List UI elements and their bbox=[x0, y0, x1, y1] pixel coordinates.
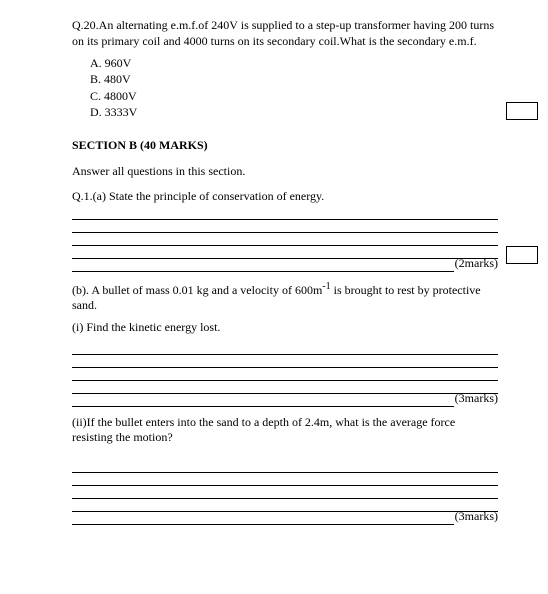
marks-line: (2marks) bbox=[72, 259, 498, 272]
marks-line: (3marks) bbox=[72, 512, 498, 525]
answer-line bbox=[72, 355, 498, 368]
q20-text: Q.20.An alternating e.m.f.of 240V is sup… bbox=[72, 18, 498, 49]
answer-line bbox=[72, 486, 498, 499]
q1b-text-sup: -1 bbox=[322, 281, 330, 292]
answer-line bbox=[72, 381, 498, 394]
q1b-ii-text: (ii)If the bullet enters into the sand t… bbox=[72, 415, 498, 446]
marks-line: (3marks) bbox=[72, 394, 498, 407]
q1b-text-pre: (b). A bullet of mass 0.01 kg and a velo… bbox=[72, 283, 322, 297]
q20-options: A. 960V B. 480V C. 4800V D. 3333V bbox=[90, 55, 498, 120]
q1b-i-marks: (3marks) bbox=[454, 391, 498, 407]
q1a-marks: (2marks) bbox=[454, 256, 498, 272]
section-b-heading: SECTION B (40 MARKS) bbox=[72, 138, 498, 154]
answer-box-q20[interactable] bbox=[506, 102, 538, 120]
answer-line bbox=[72, 246, 498, 259]
q1b-text: (b). A bullet of mass 0.01 kg and a velo… bbox=[72, 280, 498, 314]
answer-line bbox=[72, 368, 498, 381]
answer-line bbox=[72, 342, 498, 355]
answer-line bbox=[72, 220, 498, 233]
q1b-ii-marks: (3marks) bbox=[454, 509, 498, 525]
answer-line bbox=[72, 473, 498, 486]
q1a-answer-lines: (2marks) bbox=[72, 207, 498, 272]
q1b-i-text: (i) Find the kinetic energy lost. bbox=[72, 320, 498, 336]
answer-line bbox=[72, 207, 498, 220]
answer-line bbox=[72, 233, 498, 246]
q20-option-d: D. 3333V bbox=[90, 104, 498, 120]
q1a-text: Q.1.(a) State the principle of conservat… bbox=[72, 189, 498, 205]
answer-line bbox=[72, 460, 498, 473]
q1b-ii-answer-lines: (3marks) bbox=[72, 460, 498, 525]
q1b-i-answer-lines: (3marks) bbox=[72, 342, 498, 407]
q20-option-c: C. 4800V bbox=[90, 88, 498, 104]
answer-box-q1a[interactable] bbox=[506, 246, 538, 264]
q20-option-b: B. 480V bbox=[90, 71, 498, 87]
answer-line bbox=[72, 499, 498, 512]
q20-option-a: A. 960V bbox=[90, 55, 498, 71]
section-b-instructions: Answer all questions in this section. bbox=[72, 164, 498, 180]
